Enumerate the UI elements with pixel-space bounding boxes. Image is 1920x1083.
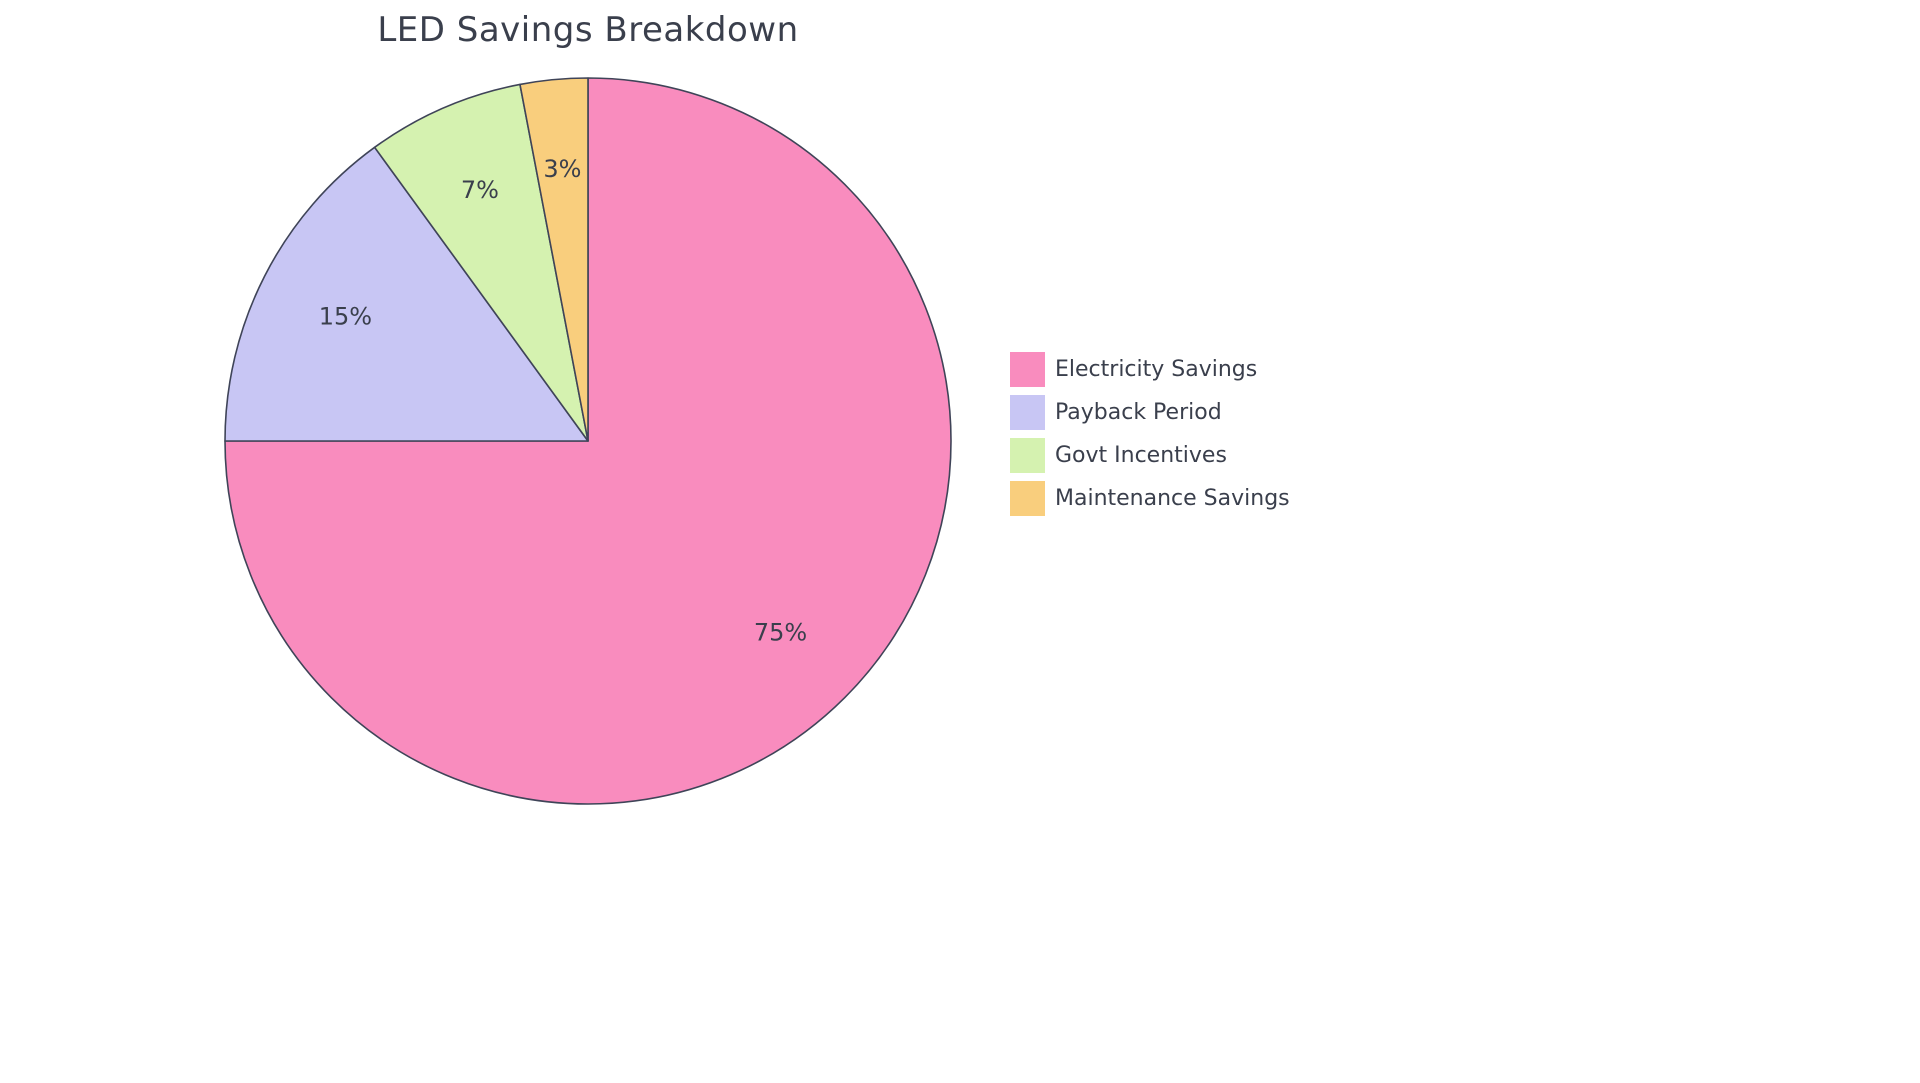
pie-percent-label-govt-incentives: 7% xyxy=(461,176,499,204)
legend-label-payback-period: Payback Period xyxy=(1055,400,1222,425)
legend-item-electricity-savings: Electricity Savings xyxy=(1010,352,1290,387)
legend-swatch-payback-period xyxy=(1010,395,1045,430)
pie-slice-govt-incentives xyxy=(373,83,589,442)
legend-label-electricity-savings: Electricity Savings xyxy=(1055,357,1258,382)
pie-percent-label-electricity-savings: 75% xyxy=(754,619,807,647)
legend-item-govt-incentives: Govt Incentives xyxy=(1010,438,1290,473)
pie-percent-label-payback-period: 15% xyxy=(319,302,372,330)
pie-percent-label-maintenance-savings: 3% xyxy=(543,155,581,183)
legend-swatch-govt-incentives xyxy=(1010,438,1045,473)
legend-swatch-electricity-savings xyxy=(1010,352,1045,387)
legend: Electricity Savings Payback Period Govt In… xyxy=(1010,352,1290,516)
pie-slice-payback-period xyxy=(224,146,589,442)
chart-title: LED Savings Breakdown xyxy=(377,10,799,50)
legend-label-maintenance-savings: Maintenance Savings xyxy=(1055,486,1290,511)
legend-label-govt-incentives: Govt Incentives xyxy=(1055,443,1227,468)
pie-slice-maintenance-savings xyxy=(519,77,589,442)
legend-item-maintenance-savings: Maintenance Savings xyxy=(1010,481,1290,516)
legend-swatch-maintenance-savings xyxy=(1010,481,1045,516)
legend-item-payback-period: Payback Period xyxy=(1010,395,1290,430)
